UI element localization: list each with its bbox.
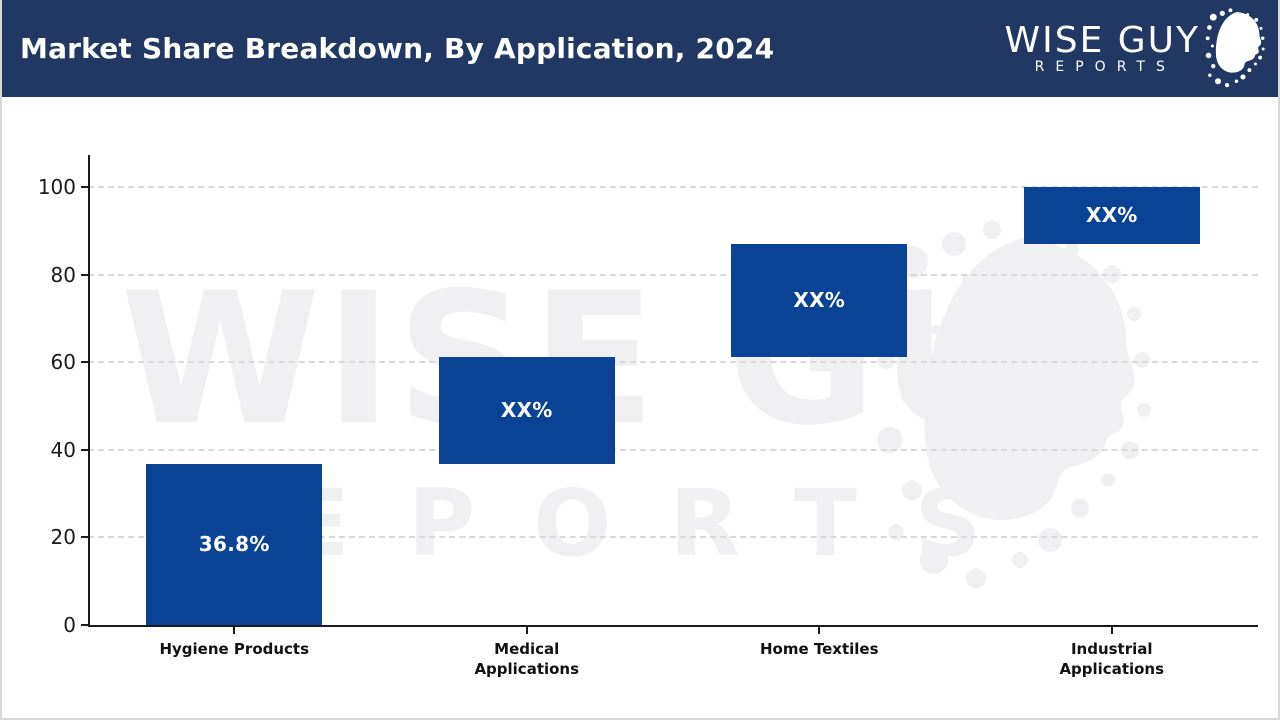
y-tick-0 (81, 624, 88, 626)
bar-value-label-2: XX% (793, 288, 846, 313)
x-tick-0 (233, 627, 236, 634)
brand-logo-text: WISE GUY REPORTS (1004, 19, 1201, 76)
brand-face-icon (1205, 7, 1265, 87)
bar-segment-2: XX% (731, 243, 908, 357)
x-category-label-1: Medical Applications (474, 640, 580, 678)
y-tick-40 (81, 448, 88, 451)
header: Market Share Breakdown, By Application, … (0, 0, 1280, 97)
y-tick-80 (81, 273, 88, 276)
y-tick-20 (81, 536, 88, 539)
y-tick-label-60: 60 (50, 350, 76, 375)
x-tick-1 (525, 627, 528, 634)
gridline-80 (88, 273, 1258, 276)
y-tick-100 (81, 186, 88, 188)
bar-value-label-1: XX% (500, 398, 553, 423)
gridline-40 (88, 448, 1258, 451)
y-tick-label-100: 100 (37, 175, 76, 199)
x-tick-3 (1110, 627, 1113, 634)
y-tick-label-80: 80 (50, 262, 76, 287)
gridline-60 (88, 361, 1258, 364)
brand-subname: REPORTS (1034, 59, 1176, 76)
gridline-20 (88, 536, 1258, 539)
bar-segment-0: 36.8% (146, 463, 323, 625)
brand-logo: WISE GUY REPORTS (1005, 6, 1273, 92)
y-tick-label-40: 40 (50, 437, 76, 462)
bar-value-label-3: XX% (1085, 203, 1138, 228)
x-tick-2 (818, 627, 821, 634)
y-tick-label-0: 0 (63, 613, 76, 637)
x-axis-line (88, 625, 1258, 627)
bar-segment-3: XX% (1023, 187, 1200, 244)
x-category-label-0: Hygiene Products (159, 640, 310, 658)
bar-value-label-0: 36.8% (198, 532, 270, 557)
page-title: Market Share Breakdown, By Application, … (20, 32, 775, 65)
y-tick-60 (81, 361, 88, 364)
y-tick-label-20: 20 (50, 525, 76, 550)
gridline-100 (88, 186, 1258, 188)
bar-segment-1: XX% (438, 356, 615, 464)
x-category-label-3: Industrial Applications (1059, 640, 1165, 678)
x-category-label-2: Home Textiles (759, 640, 879, 658)
brand-name: WISE GUY (1004, 19, 1200, 61)
y-axis-line (88, 155, 90, 627)
